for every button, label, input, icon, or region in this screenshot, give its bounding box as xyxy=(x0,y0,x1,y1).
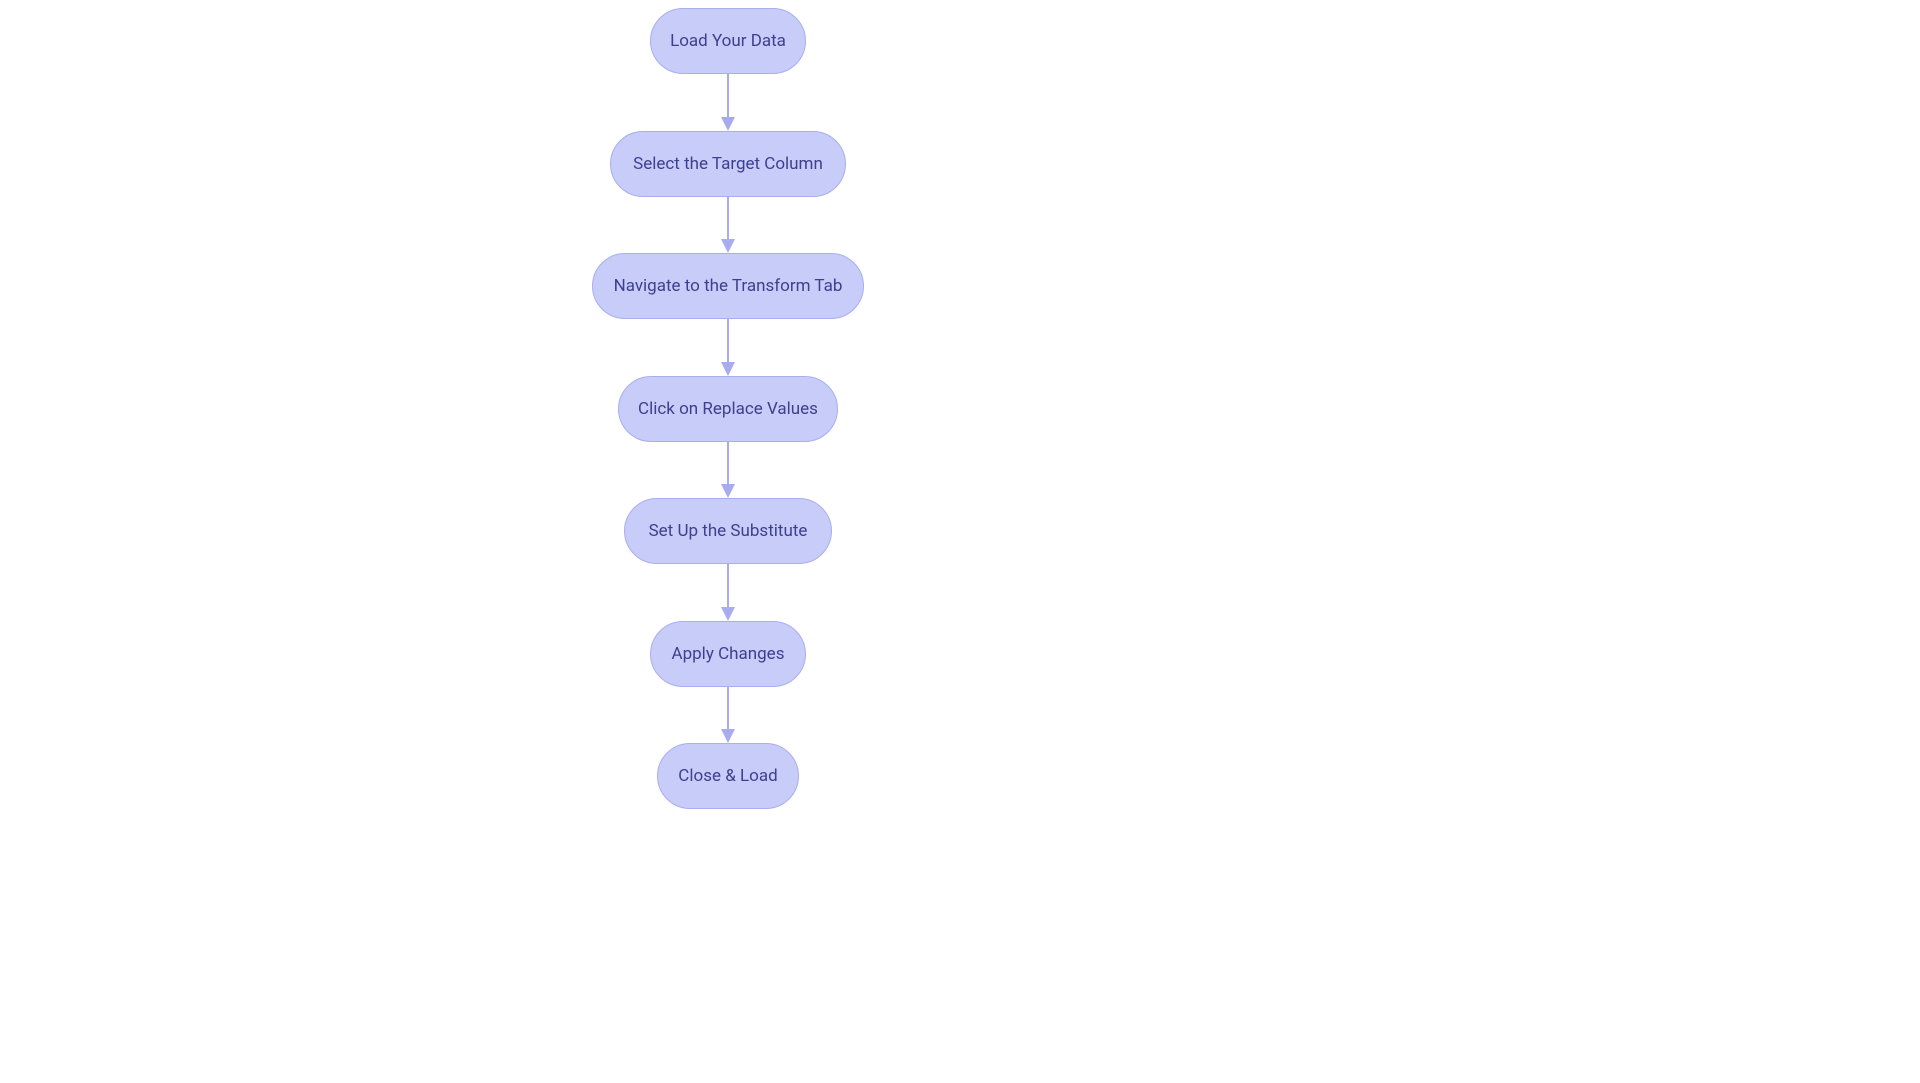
arrow-shaft xyxy=(727,687,729,731)
flow-node-label: Apply Changes xyxy=(672,644,785,664)
arrow-shaft xyxy=(727,319,729,364)
arrow-head-icon xyxy=(721,117,735,131)
flow-node-n5: Set Up the Substitute xyxy=(624,498,832,564)
arrow-shaft xyxy=(727,442,729,486)
arrow-shaft xyxy=(727,197,729,241)
arrow-shaft xyxy=(727,74,729,119)
arrow-head-icon xyxy=(721,362,735,376)
flow-node-n6: Apply Changes xyxy=(650,621,806,687)
arrow-shaft xyxy=(727,564,729,609)
flow-node-n2: Select the Target Column xyxy=(610,131,846,197)
flow-node-label: Navigate to the Transform Tab xyxy=(614,276,843,296)
flow-node-label: Set Up the Substitute xyxy=(649,521,808,541)
flow-node-label: Close & Load xyxy=(678,766,777,786)
arrow-head-icon xyxy=(721,239,735,253)
flow-node-n4: Click on Replace Values xyxy=(618,376,838,442)
flow-node-n3: Navigate to the Transform Tab xyxy=(592,253,864,319)
flow-node-n7: Close & Load xyxy=(657,743,799,809)
arrow-head-icon xyxy=(721,729,735,743)
flow-node-label: Click on Replace Values xyxy=(638,399,818,419)
flow-node-n1: Load Your Data xyxy=(650,8,806,74)
flowchart-canvas: Load Your Data Select the Target Column Na… xyxy=(0,0,1920,1083)
arrow-head-icon xyxy=(721,484,735,498)
flow-node-label: Load Your Data xyxy=(670,31,786,51)
flow-node-label: Select the Target Column xyxy=(633,154,823,174)
arrow-head-icon xyxy=(721,607,735,621)
